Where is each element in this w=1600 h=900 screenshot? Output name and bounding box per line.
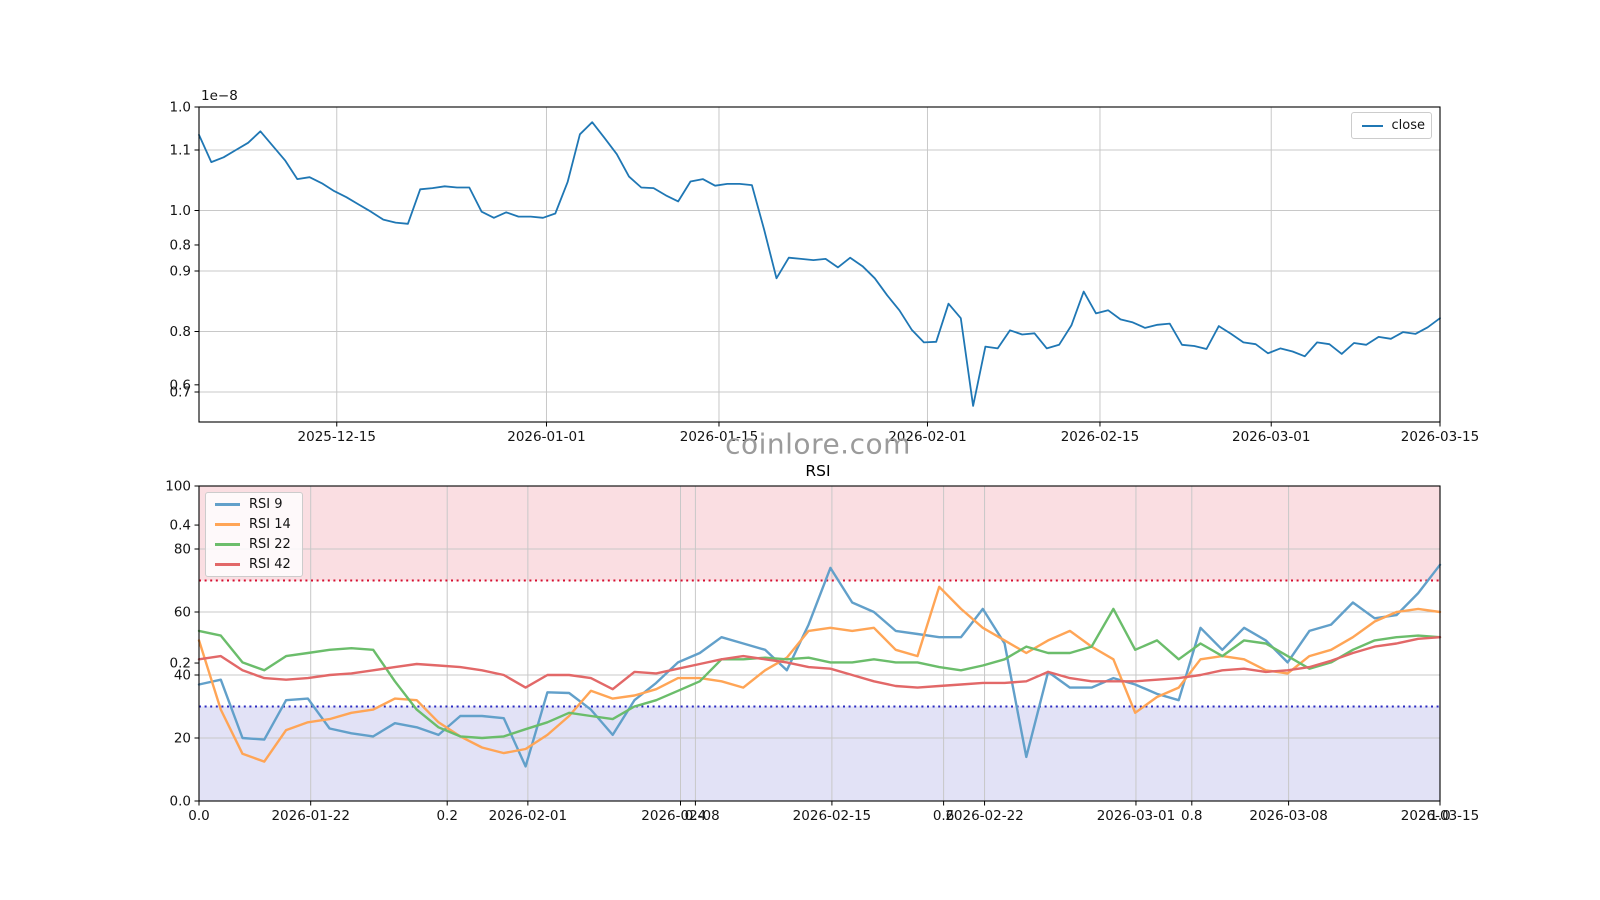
rsi-x-tick-label: 2026-03-01 [1097, 808, 1175, 824]
rsi-x-tick-label: 2026-02-08 [641, 808, 719, 824]
rsi-y-tick-label: 40 [174, 668, 191, 684]
legend-label: RSI 22 [249, 537, 291, 552]
rsi-axes: 2026-01-22 2026-02-01 2026-02-08 2026-02-15… [165, 479, 1479, 825]
price-x-tick-label: 2026-03-01 [1232, 429, 1310, 445]
price-series-close [198, 121, 1441, 407]
price-x-tick-label: 2026-02-01 [888, 429, 966, 445]
price-x-tick-label: 2025-12-15 [298, 429, 376, 445]
price-axes: 2025-12-15 2026-01-01 2026-01-15 2026-02-01… [170, 100, 1480, 446]
price-legend-item: close [1362, 117, 1425, 135]
legend-line-swatch [215, 543, 240, 546]
legend-line-swatch [215, 523, 240, 526]
rsi-x-tick-label: 2026-02-22 [945, 808, 1023, 824]
rsi-y-twin-tick-label: 0.2 [170, 656, 191, 672]
price-y-twin-tick-label: 0.8 [170, 237, 191, 253]
rsi-x-tick-label: 2026-02-15 [793, 808, 871, 824]
rsi-series-rsi-22 [197, 607, 1442, 740]
price-x-tick-label: 2026-02-15 [1061, 429, 1139, 445]
price-spines [198, 106, 1441, 423]
price-y-twin-tick-label: 0.6 [170, 377, 191, 393]
watermark-text: coinlore.com [725, 427, 911, 461]
rsi-band [199, 486, 1440, 581]
price-y-offset-label: 1e−8 [201, 88, 238, 104]
rsi-x-twin-tick-label: 0.2 [436, 808, 457, 824]
rsi-legend-item: RSI 22 [215, 536, 294, 553]
price-legend: close [1351, 112, 1432, 139]
rsi-y-twin-tick-label: 0.4 [170, 518, 191, 534]
rsi-y-tick-label: 60 [174, 605, 191, 621]
price-x-tick-label: 2026-03-15 [1401, 429, 1479, 445]
price-y-tick-label: 0.9 [170, 264, 191, 280]
rsi-legend-item: RSI 14 [215, 516, 294, 533]
price-y-tick-label: 1.0 [170, 203, 191, 219]
legend-label: RSI 42 [249, 557, 291, 572]
rsi-series-rsi-42 [197, 636, 1442, 691]
price-y-tick-label: 0.8 [170, 324, 191, 340]
rsi-y-tick-label: 20 [174, 731, 191, 747]
rsi-legend-item: RSI 42 [215, 556, 294, 573]
rsi-x-twin-tick-label: 0.4 [685, 808, 706, 824]
legend-line-swatch [1362, 124, 1383, 127]
rsi-x-twin-tick-label: 0.6 [933, 808, 954, 824]
rsi-x-twin-tick-label: 1.0 [1429, 808, 1450, 824]
rsi-y-tick-label: 100 [165, 479, 191, 495]
rsi-legend-item: RSI 9 [215, 496, 294, 513]
rsi-x-tick-label: 2026-01-22 [271, 808, 349, 824]
rsi-x-twin-tick-label: 0.0 [188, 808, 209, 824]
price-y-twin-tick-label: 1.0 [170, 100, 191, 116]
rsi-legend: RSI 9 RSI 14 RSI 22 RSI 42 [205, 492, 303, 577]
rsi-band [199, 706, 1440, 801]
rsi-x-tick-label: 2026-02-01 [489, 808, 567, 824]
rsi-y-tick-label: 80 [174, 542, 191, 558]
legend-line-swatch [215, 503, 240, 506]
rsi-x-tick-label: 2026-03-08 [1249, 808, 1327, 824]
rsi-series-rsi-14 [197, 585, 1442, 763]
price-y-tick-label: 1.1 [170, 143, 191, 159]
price-y-tick-label: 0.7 [170, 384, 191, 400]
legend-label: close [1391, 118, 1425, 133]
price-x-tick-label: 2026-01-01 [507, 429, 585, 445]
legend-line-swatch [215, 563, 240, 566]
rsi-series-rsi-9 [197, 563, 1442, 768]
rsi-spines [198, 485, 1441, 802]
rsi-x-tick-label: 2026-03-15 [1401, 808, 1479, 824]
legend-label: RSI 9 [249, 497, 283, 512]
rsi-x-twin-tick-label: 0.8 [1181, 808, 1202, 824]
rsi-y-twin-tick-label: 0.0 [170, 794, 191, 810]
price-x-tick-label: 2026-01-15 [680, 429, 758, 445]
rsi-subplot-title: RSI [805, 462, 831, 480]
legend-label: RSI 14 [249, 517, 291, 532]
